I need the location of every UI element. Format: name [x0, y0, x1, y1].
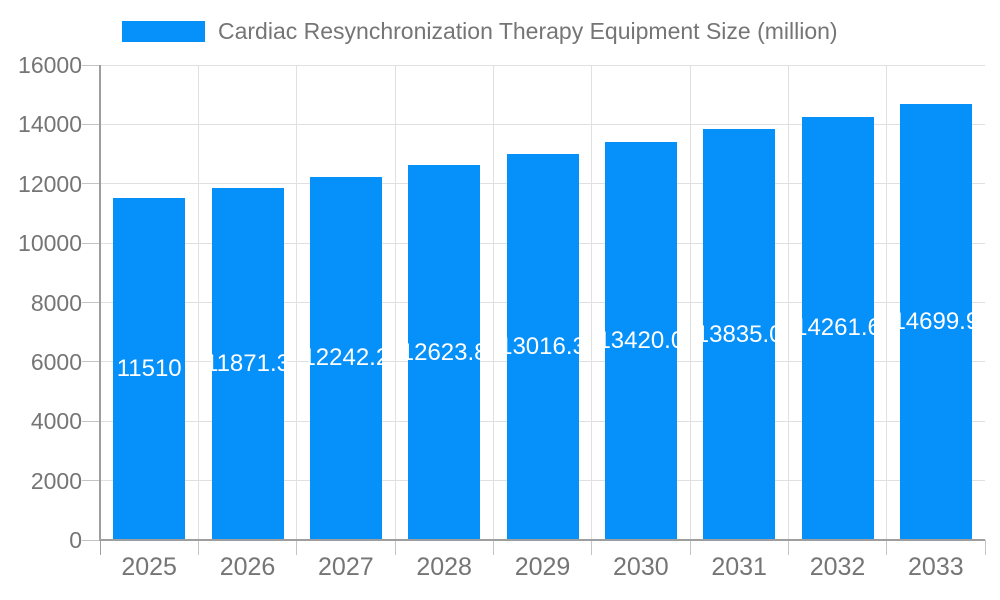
x-tick — [197, 540, 199, 555]
x-tick — [689, 540, 691, 555]
bar[interactable] — [309, 176, 382, 540]
x-tick-label: 2025 — [121, 553, 177, 581]
x-tick — [886, 540, 888, 555]
x-tick-label: 2028 — [416, 553, 472, 581]
x-tick — [296, 540, 298, 555]
y-axis-line — [99, 65, 101, 541]
x-tick — [394, 540, 396, 555]
x-tick — [99, 540, 101, 555]
bar[interactable] — [408, 165, 481, 540]
y-tick — [82, 302, 100, 303]
h-gridline — [100, 64, 985, 66]
y-tick — [82, 64, 100, 66]
y-tick-label: 16000 — [18, 52, 82, 78]
y-tick-label: 14000 — [18, 111, 82, 138]
x-tick — [492, 540, 494, 555]
y-tick — [82, 123, 100, 125]
v-gridline — [886, 65, 888, 540]
y-tick — [82, 361, 100, 363]
y-tick-label: 0 — [69, 527, 82, 553]
x-tick — [984, 540, 986, 555]
bar[interactable] — [113, 198, 186, 540]
y-tick-label: 6000 — [30, 348, 82, 375]
x-tick-label: 2031 — [711, 553, 767, 581]
x-tick-label: 2027 — [318, 553, 374, 581]
bar[interactable] — [604, 141, 677, 540]
bar[interactable] — [899, 103, 972, 540]
x-tick — [591, 540, 593, 555]
y-tick-label: 2000 — [30, 467, 82, 494]
v-gridline — [197, 65, 199, 540]
y-tick-label: 8000 — [30, 289, 82, 316]
h-gridline — [100, 123, 985, 125]
v-gridline — [296, 65, 298, 540]
v-gridline — [689, 65, 691, 540]
y-tick — [82, 183, 100, 185]
x-tick-label: 2033 — [908, 553, 964, 581]
v-gridline — [394, 65, 396, 540]
y-tick-label: 10000 — [18, 230, 82, 257]
y-tick — [82, 242, 100, 244]
bar[interactable] — [506, 153, 579, 540]
v-gridline — [492, 65, 494, 540]
y-tick — [82, 480, 100, 482]
y-tick — [82, 420, 100, 422]
x-axis-line — [99, 539, 985, 541]
y-tick-label: 4000 — [30, 408, 82, 435]
y-tick-label: 12000 — [18, 170, 82, 197]
bar[interactable] — [703, 129, 776, 540]
x-tick-label: 2030 — [613, 553, 669, 581]
x-tick-label: 2026 — [219, 553, 276, 581]
legend-swatch — [122, 21, 205, 42]
bar[interactable] — [211, 187, 284, 540]
v-gridline — [591, 65, 593, 540]
v-gridline — [787, 65, 789, 540]
x-tick-label: 2032 — [809, 553, 866, 581]
chart-title: Cardiac Resynchronization Therapy Equipm… — [218, 18, 838, 44]
bar[interactable] — [801, 116, 874, 540]
x-tick-label: 2029 — [514, 553, 571, 581]
y-tick — [82, 539, 100, 541]
plot-area: 11510 11871.3 12242.2 12623.8 13016.3 13420.0… — [100, 64, 985, 540]
legend[interactable]: Cardiac Resynchronization Therapy Equipm… — [122, 18, 838, 45]
x-tick — [787, 540, 789, 555]
